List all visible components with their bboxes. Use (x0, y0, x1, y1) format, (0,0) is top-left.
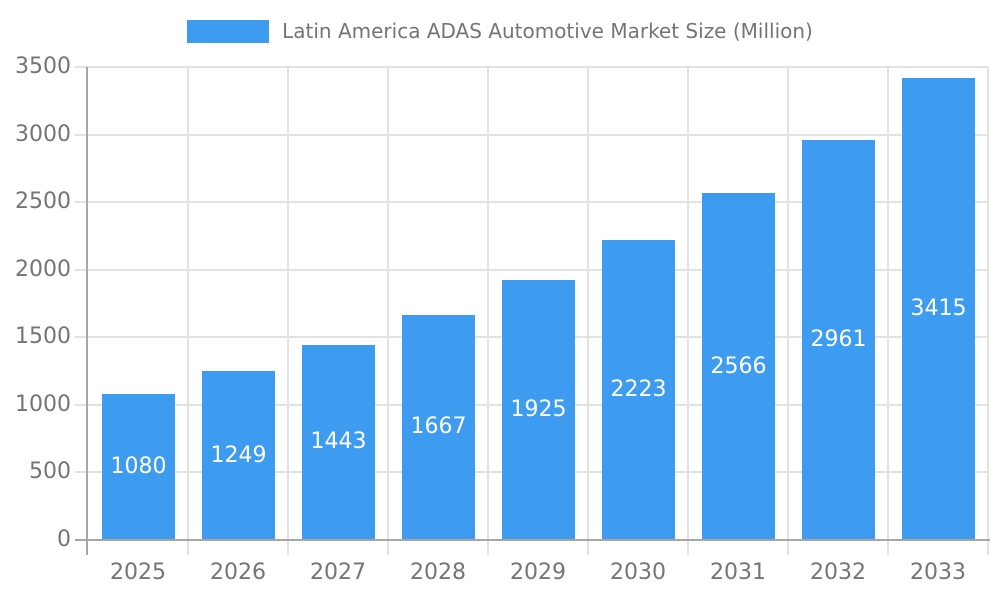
x-axis-tick (387, 540, 389, 555)
x-axis-tick (487, 540, 489, 555)
bar-value-label: 1080 (110, 454, 167, 479)
legend-swatch (187, 19, 270, 43)
x-axis-tick (687, 540, 689, 555)
y-axis-tick (75, 403, 88, 406)
y-axis-tick (75, 133, 88, 136)
x-axis-line (75, 539, 990, 541)
x-axis-category-label: 2027 (310, 560, 366, 585)
x-axis-tick (787, 540, 789, 555)
y-axis-tick (75, 66, 88, 68)
bar-value-label: 1443 (310, 429, 367, 455)
y-axis-tick (75, 201, 88, 204)
x-axis-tick (987, 540, 989, 555)
gridline-vertical (887, 67, 889, 540)
bar[interactable]: 1249 (202, 371, 275, 540)
gridline-vertical (787, 67, 789, 540)
y-axis-tick (75, 471, 88, 474)
bar[interactable]: 1443 (302, 344, 375, 540)
legend-label: Latin America ADAS Automotive Market Siz… (282, 19, 813, 43)
gridline-horizontal (88, 268, 988, 271)
x-axis-tick (587, 540, 589, 555)
y-axis-tick-label: 1000 (15, 391, 71, 417)
bar-value-label: 2566 (710, 353, 767, 379)
bar-value-label: 3415 (910, 296, 967, 322)
x-axis-category-label: 2025 (110, 560, 166, 585)
x-axis-category-label: 2026 (210, 560, 266, 585)
gridline-vertical (187, 67, 189, 540)
y-axis-tick-label: 1500 (15, 324, 71, 350)
bar-value-label: 1249 (210, 442, 267, 468)
y-axis-line (86, 67, 88, 555)
bar[interactable]: 1667 (402, 314, 475, 540)
plot-area: 1080 1249 1443 1667 1925 2223 2566 2961 3415 (75, 66, 990, 555)
x-axis-tick (187, 540, 189, 555)
gridline-vertical (587, 67, 589, 540)
y-axis-tick (75, 268, 88, 271)
y-axis-tick-label: 3500 (15, 54, 71, 79)
bar-value-label: 2223 (610, 376, 667, 402)
bar[interactable]: 2223 (602, 239, 675, 540)
gridline-vertical (287, 67, 289, 540)
bar[interactable]: 1925 (502, 279, 575, 540)
x-axis-category-label: 2028 (410, 560, 466, 585)
gridline-vertical (387, 67, 389, 540)
legend-item[interactable]: Latin America ADAS Automotive Market Siz… (0, 17, 1000, 45)
gridline-horizontal (88, 66, 988, 68)
bar-value-label: 1667 (410, 414, 467, 440)
y-axis-tick-label: 3000 (15, 121, 71, 147)
y-axis-tick-label: 2000 (15, 256, 71, 282)
bar-value-label: 1925 (510, 396, 567, 422)
gridline-vertical (487, 67, 489, 540)
bar[interactable]: 3415 (902, 78, 975, 540)
bar[interactable]: 2566 (702, 193, 775, 540)
gridline-vertical (987, 67, 989, 540)
bar[interactable]: 2961 (802, 139, 875, 540)
bar[interactable]: 1080 (102, 394, 175, 540)
y-axis-tick-label: 500 (29, 459, 71, 485)
y-axis-tick (75, 336, 88, 339)
bar-value-label: 2961 (810, 326, 867, 352)
x-axis-category-label: 2033 (910, 560, 966, 585)
y-axis-tick-label: 2500 (15, 189, 71, 215)
x-axis-tick (287, 540, 289, 555)
gridline-horizontal (88, 133, 988, 136)
x-axis-category-label: 2030 (610, 560, 666, 585)
y-axis-tick-label: 0 (57, 527, 71, 552)
x-axis-tick (887, 540, 889, 555)
gridline-vertical (687, 67, 689, 540)
gridline-horizontal (88, 201, 988, 204)
x-axis-category-label: 2029 (510, 560, 566, 585)
x-axis-category-label: 2031 (710, 560, 766, 585)
x-axis-category-label: 2032 (810, 560, 866, 585)
